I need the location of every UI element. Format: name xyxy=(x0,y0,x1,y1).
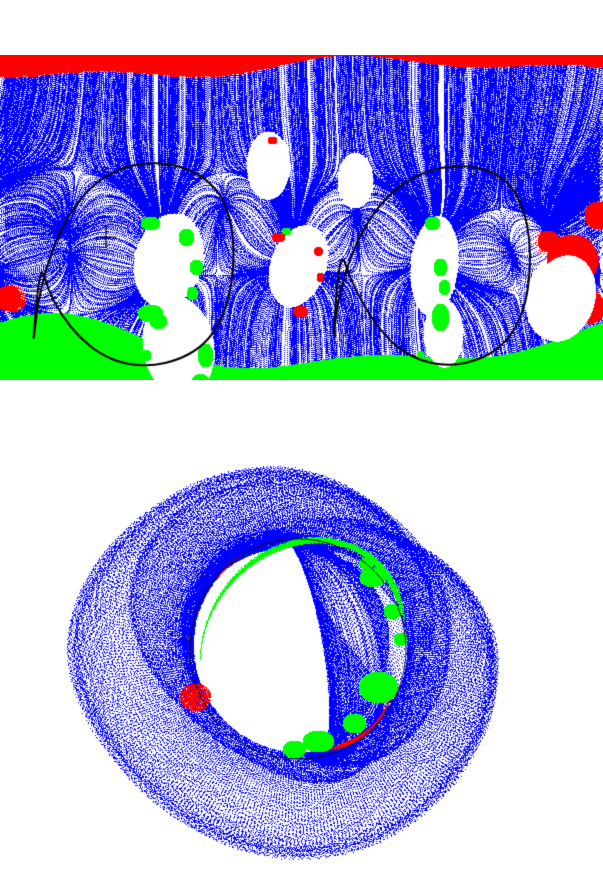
globe-projection-panel xyxy=(0,420,603,869)
globe-canvas xyxy=(0,420,603,869)
equirectangular-map-panel xyxy=(0,55,603,380)
map-canvas xyxy=(0,55,603,380)
